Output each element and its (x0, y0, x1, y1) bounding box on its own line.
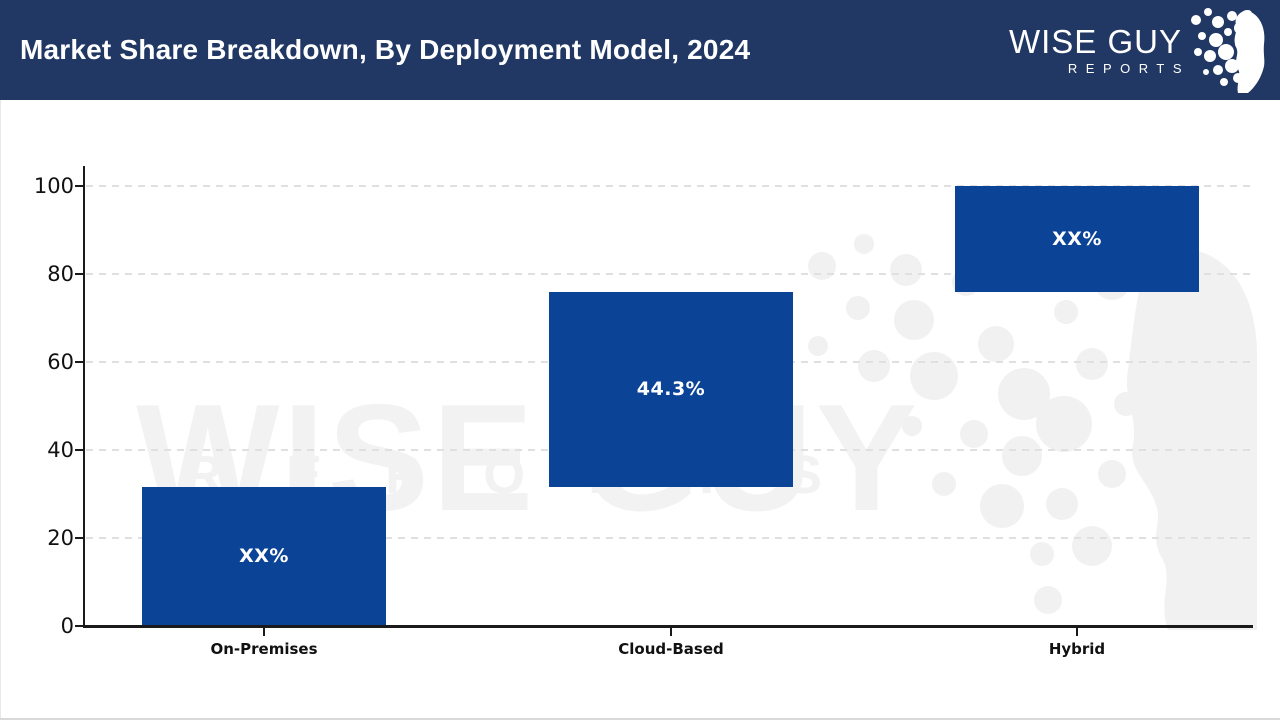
x-axis-tick (670, 628, 672, 636)
gridline (86, 273, 1253, 275)
bar-value-label: XX% (1052, 228, 1102, 251)
y-axis-tick (75, 185, 84, 187)
bar-cloud-based: 44.3% (549, 292, 793, 487)
y-axis-tick (75, 449, 84, 451)
logo-text: WISE GUY REPORTS (1009, 25, 1182, 76)
bar-hybrid: XX% (955, 186, 1199, 293)
y-tick-label: 20 (47, 526, 74, 550)
gridline (86, 537, 1253, 539)
x-category-label: Hybrid (1048, 640, 1106, 658)
bar-value-label: 44.3% (636, 378, 706, 401)
y-tick-label: 40 (47, 438, 74, 462)
header: Market Share Breakdown, By Deployment Mo… (0, 0, 1280, 100)
bar-on-premises: XX% (142, 486, 386, 626)
bottom-border (0, 718, 1280, 720)
bar-value-label: XX% (239, 545, 289, 568)
y-tick-label: 60 (47, 350, 74, 374)
watermark-face-icon (808, 234, 1258, 631)
y-tick-label: 0 (60, 614, 74, 638)
x-category-label: On-Premises (210, 640, 318, 658)
chart-region: WISE GUY R E P O R T S 0 20 40 60 80 100 XX% On… (0, 100, 1280, 720)
logo-wordmark: WISE GUY (1008, 22, 1182, 60)
x-axis-tick (1076, 628, 1078, 636)
y-tick-label: 100 (33, 174, 74, 198)
y-axis-tick (75, 537, 84, 539)
x-category-label: Cloud-Based (618, 640, 724, 658)
left-border (0, 100, 1, 718)
y-axis-tick (75, 361, 84, 363)
x-axis-line (83, 625, 1253, 628)
y-axis-tick (75, 625, 84, 627)
y-axis-tick (75, 273, 84, 275)
logo: WISE GUY REPORTS (1009, 6, 1266, 94)
logo-face-icon (1191, 8, 1265, 93)
logo-subtext: REPORTS (1067, 60, 1190, 76)
x-axis-tick (263, 628, 265, 636)
y-tick-label: 80 (47, 262, 74, 286)
page-title: Market Share Breakdown, By Deployment Mo… (20, 34, 751, 65)
gridline (86, 185, 1253, 187)
y-axis-line (83, 166, 85, 628)
